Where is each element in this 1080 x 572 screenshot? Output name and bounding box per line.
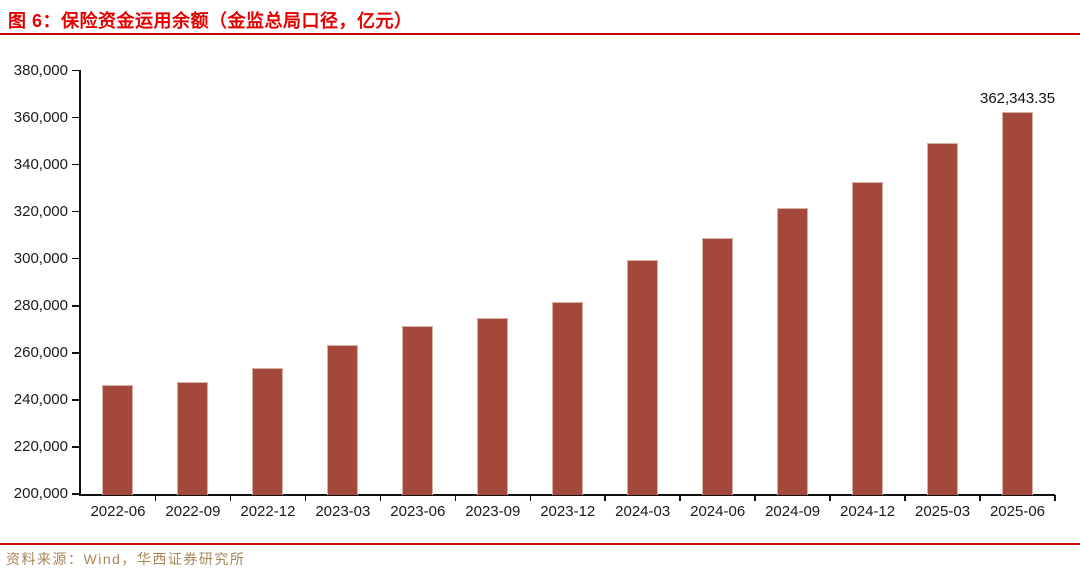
x-tick xyxy=(604,495,606,501)
y-tick-label: 220,000 xyxy=(13,437,68,455)
bar xyxy=(177,381,209,495)
bar xyxy=(627,260,659,495)
x-tick xyxy=(754,495,756,501)
bar xyxy=(552,302,584,495)
y-axis-line xyxy=(79,69,81,495)
y-tick xyxy=(72,163,79,166)
y-tick-label: 340,000 xyxy=(13,155,68,173)
y-tick-label: 300,000 xyxy=(13,249,68,267)
y-tick xyxy=(72,257,79,260)
source-note: 资料来源：Wind，华西证券研究所 xyxy=(6,551,246,567)
x-tick xyxy=(379,495,382,501)
x-axis-label: 2023-03 xyxy=(315,503,371,520)
bar xyxy=(702,238,734,495)
value-annotation: 362,343.35 xyxy=(979,90,1056,108)
x-tick xyxy=(304,495,307,501)
y-tick-label: 280,000 xyxy=(13,296,68,314)
y-tick xyxy=(72,305,79,307)
bar xyxy=(477,317,509,495)
x-tick xyxy=(829,495,831,501)
bar xyxy=(327,344,359,495)
x-axis-label: 2023-06 xyxy=(390,503,446,520)
bar xyxy=(927,142,959,495)
x-axis-label: 2024-12 xyxy=(840,503,896,520)
x-axis-label: 2024-06 xyxy=(690,503,746,520)
bar xyxy=(252,368,284,495)
x-tick xyxy=(154,495,157,501)
x-axis-label: 2023-12 xyxy=(540,503,596,520)
x-axis-label: 2025-03 xyxy=(915,503,971,520)
bar xyxy=(402,325,434,495)
x-tick xyxy=(229,495,232,501)
x-tick xyxy=(1054,495,1056,501)
figure-title: 图 6：保险资金运用余额（金监总局口径，亿元） xyxy=(8,11,413,31)
x-axis-label: 2025-06 xyxy=(989,503,1046,520)
x-axis-label: 2022-09 xyxy=(165,503,221,520)
y-tick xyxy=(72,446,79,448)
x-tick xyxy=(454,495,457,501)
x-axis-label: 2024-09 xyxy=(765,503,821,520)
x-axis-label: 2023-09 xyxy=(465,503,521,520)
y-tick xyxy=(72,210,79,213)
bar xyxy=(777,208,809,495)
y-tick-label: 320,000 xyxy=(13,202,68,220)
footer-divider xyxy=(0,543,1080,545)
x-tick xyxy=(979,495,981,501)
title-divider xyxy=(0,33,1080,35)
y-tick-label: 240,000 xyxy=(13,390,68,408)
bar-chart: 380,000 360,000 340,000 320,000 300,000 280,0… xyxy=(0,40,1080,540)
bar xyxy=(1002,112,1034,495)
x-axis-label: 2022-06 xyxy=(90,503,146,520)
y-tick xyxy=(72,399,79,401)
bar xyxy=(102,384,134,495)
x-tick xyxy=(679,495,681,501)
x-tick xyxy=(529,495,532,501)
y-tick xyxy=(72,493,79,495)
y-tick xyxy=(72,69,79,72)
y-tick-label: 200,000 xyxy=(13,485,68,502)
y-tick-label: 260,000 xyxy=(13,343,68,361)
y-tick xyxy=(72,352,79,354)
x-axis-label: 2024-03 xyxy=(615,503,671,520)
y-tick-label: 360,000 xyxy=(13,108,68,126)
bar xyxy=(852,182,884,495)
x-axis-label: 2022-12 xyxy=(240,503,296,520)
y-tick-label: 380,000 xyxy=(13,61,68,79)
y-tick xyxy=(72,116,79,119)
x-tick xyxy=(904,495,906,501)
